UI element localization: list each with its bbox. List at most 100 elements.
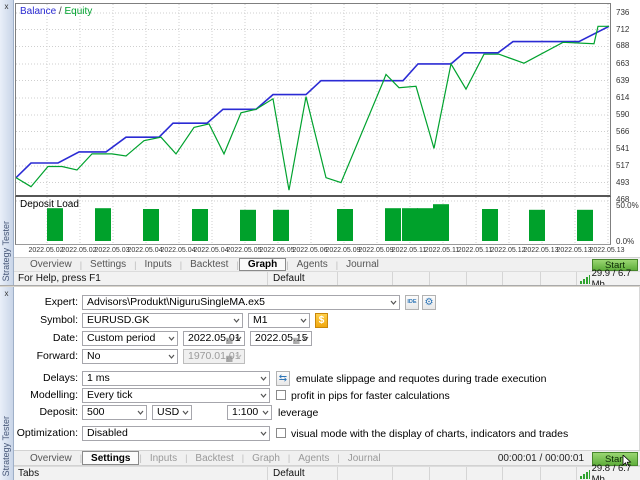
optimization-select[interactable]: Disabled <box>82 426 270 441</box>
symbol-properties-dollar-icon[interactable]: $ <box>315 313 328 328</box>
date-to-picker[interactable]: 2022.05.15 ▦ <box>250 331 312 346</box>
symbol-row: Symbol: EURUSD.GK M1 $ <box>14 313 639 328</box>
status-cell-empty <box>502 272 540 285</box>
tab-graph[interactable]: Graph <box>238 258 287 271</box>
status-help-text: For Help, press F1 <box>18 273 101 284</box>
chevron-down-icon <box>390 299 397 306</box>
status-cell-empty <box>502 467 540 480</box>
deposit-load-bar <box>240 209 256 241</box>
optimization-label: Optimization: <box>16 427 78 439</box>
chevron-down-icon <box>182 409 189 416</box>
forward-row: Forward: No 1970.01.01 ▦ <box>14 349 639 364</box>
expert-select[interactable]: Advisors\Produkt\NiguruSingleMA.ex5 <box>82 295 400 310</box>
x-axis-tick: 2022.05.13 <box>589 247 625 254</box>
calendar-icon: ▦ <box>225 336 233 345</box>
deposit-load-bar <box>417 208 433 241</box>
x-axis-labels: 2022.05.02 2022.05.02 2022.05.03 2022.05.04… <box>15 246 639 257</box>
date-to-value: 2022.05.15 <box>255 332 308 344</box>
delays-select[interactable]: 1 ms <box>82 371 270 386</box>
status-profile[interactable]: Default <box>267 272 337 285</box>
chevron-down-icon <box>260 375 267 382</box>
tab-agents[interactable]: Agents <box>298 452 330 464</box>
close-icon[interactable]: x <box>4 289 9 298</box>
tab-backtest[interactable]: Backtest <box>195 452 234 464</box>
modelling-select[interactable]: Every tick <box>82 388 270 403</box>
y-axis-tick: 736 <box>616 8 630 17</box>
leverage-select[interactable]: 1:100 <box>227 405 272 420</box>
deposit-amount-value: 500 <box>87 406 105 418</box>
deposit-load-bar <box>337 209 353 241</box>
date-range-select[interactable]: Custom period <box>82 331 178 346</box>
status-usage: 29.9 / 6.7 Mb <box>576 268 640 290</box>
ide-button[interactable]: IDE <box>405 295 419 310</box>
tab-graph[interactable]: Graph <box>252 452 280 464</box>
profit-in-pips-checkbox[interactable] <box>276 390 286 400</box>
modelling-hint: profit in pips for faster calculations <box>291 390 450 402</box>
tab-settings[interactable]: Settings <box>90 259 127 270</box>
date-from-value: 2022.05.01 <box>188 332 241 344</box>
tab-journal[interactable]: Journal <box>347 452 381 464</box>
deposit-load-chart[interactable]: Deposit Load <box>15 197 611 245</box>
chevron-down-icon <box>235 353 242 360</box>
legend-balance: Balance <box>20 6 57 17</box>
calendar-icon: ▦ <box>292 336 300 345</box>
symbol-select[interactable]: EURUSD.GK <box>82 313 243 328</box>
x-axis-tick: 2022.05.11 <box>457 247 493 254</box>
deposit-load-bar <box>95 208 111 241</box>
slippage-arrows-icon[interactable]: ⇆ <box>276 371 290 386</box>
deposit-load-plot <box>16 197 610 244</box>
expert-row: Expert: Advisors\Produkt\NiguruSingleMA.… <box>14 295 639 310</box>
graph-panel-tabs: Overview | Settings | Inputs | Backtest | Graph |… <box>22 258 387 271</box>
chart-legend: Balance / Equity <box>20 6 92 17</box>
y-axis-tick: 517 <box>616 161 630 170</box>
settings-form: Expert: Advisors\Produkt\NiguruSingleMA.… <box>14 287 640 450</box>
close-icon[interactable]: x <box>4 2 9 11</box>
deposit-axis-min: 0.0% <box>616 237 635 246</box>
date-from-picker[interactable]: 2022.05.01 ▦ <box>183 331 245 346</box>
optimization-hint: visual mode with the display of charts, … <box>291 428 569 440</box>
deposit-load-bar <box>385 208 401 241</box>
status-cell-empty <box>392 467 429 480</box>
chevron-down-icon <box>262 409 269 416</box>
tab-separator: | <box>335 259 339 270</box>
start-button[interactable]: Start <box>592 259 638 271</box>
deposit-amount-select[interactable]: 500 <box>82 405 147 420</box>
x-axis-tick: 2022.05.09 <box>358 247 394 254</box>
settings-panel-statusbar: Tabs Default 29.8 / 6.7 Mb <box>14 463 640 480</box>
settings-panel-tabs: Overview | Settings | Inputs | Backtest | Graph |… <box>22 451 389 465</box>
balance-equity-plot <box>15 4 610 201</box>
tab-journal[interactable]: Journal <box>346 259 379 270</box>
panel-splitter[interactable] <box>0 285 640 287</box>
y-axis-tick: 614 <box>616 93 630 102</box>
forward-select[interactable]: No <box>82 349 178 364</box>
deposit-load-title: Deposit Load <box>20 199 79 210</box>
tab-overview[interactable]: Overview <box>30 259 72 270</box>
deposit-load-bar <box>143 209 159 241</box>
visual-mode-checkbox[interactable] <box>276 428 286 438</box>
period-select[interactable]: M1 <box>248 313 310 328</box>
status-profile[interactable]: Default <box>267 467 337 480</box>
y-axis-tick: 663 <box>616 59 630 68</box>
tab-backtest[interactable]: Backtest <box>190 259 229 270</box>
balance-equity-chart[interactable]: Balance / Equity <box>15 3 611 201</box>
tab-inputs[interactable]: Inputs <box>149 452 178 464</box>
tab-agents[interactable]: Agents <box>296 259 328 270</box>
status-cell-empty <box>337 467 392 480</box>
expert-settings-gear-icon[interactable]: ⚙ <box>422 295 436 310</box>
deposit-currency-select[interactable]: USD <box>152 405 192 420</box>
tab-overview[interactable]: Overview <box>30 452 72 464</box>
sidebar-title: Strategy Tester <box>1 415 11 476</box>
y-axis-tick: 468 <box>616 195 630 204</box>
tab-inputs[interactable]: Inputs <box>144 259 172 270</box>
chevron-down-icon <box>302 335 309 342</box>
status-cell-empty <box>392 272 429 285</box>
deposit-load-bar <box>529 209 545 241</box>
optimization-row: Optimization: Disabled visual mode with … <box>14 426 639 441</box>
status-cell-empty <box>540 272 576 285</box>
forward-date-value: 1970.01.01 <box>188 350 241 362</box>
tab-settings[interactable]: Settings <box>82 451 140 465</box>
forward-label: Forward: <box>36 350 78 362</box>
forward-date-picker: 1970.01.01 ▦ <box>183 349 245 364</box>
status-cell-empty <box>540 467 576 480</box>
